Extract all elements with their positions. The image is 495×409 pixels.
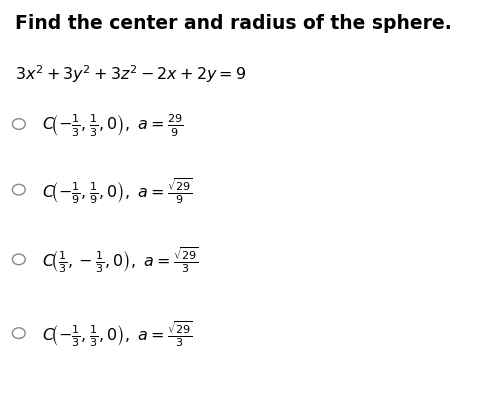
Text: $C\!\left(-\frac{1}{9}, \frac{1}{9}, 0\right)$$,\ a = \frac{\sqrt{29}}{9}$: $C\!\left(-\frac{1}{9}, \frac{1}{9}, 0\r… [42,175,193,205]
Text: $3x^{2} + 3y^{2} + 3z^{2} - 2x + 2y = 9$: $3x^{2} + 3y^{2} + 3z^{2} - 2x + 2y = 9$ [15,63,246,85]
Text: $C\!\left(-\frac{1}{3}, \frac{1}{3}, 0\right)$$,\ a = \frac{29}{9}$: $C\!\left(-\frac{1}{3}, \frac{1}{3}, 0\r… [42,112,183,138]
Text: $C\!\left(\frac{1}{3}, -\frac{1}{3}, 0\right)$$,\ a = \frac{\sqrt{29}}{3}$: $C\!\left(\frac{1}{3}, -\frac{1}{3}, 0\r… [42,245,199,275]
Text: Find the center and radius of the sphere.: Find the center and radius of the sphere… [15,14,451,33]
Text: $C\!\left(-\frac{1}{3}, \frac{1}{3}, 0\right)$$,\ a = \frac{\sqrt{29}}{3}$: $C\!\left(-\frac{1}{3}, \frac{1}{3}, 0\r… [42,318,193,348]
